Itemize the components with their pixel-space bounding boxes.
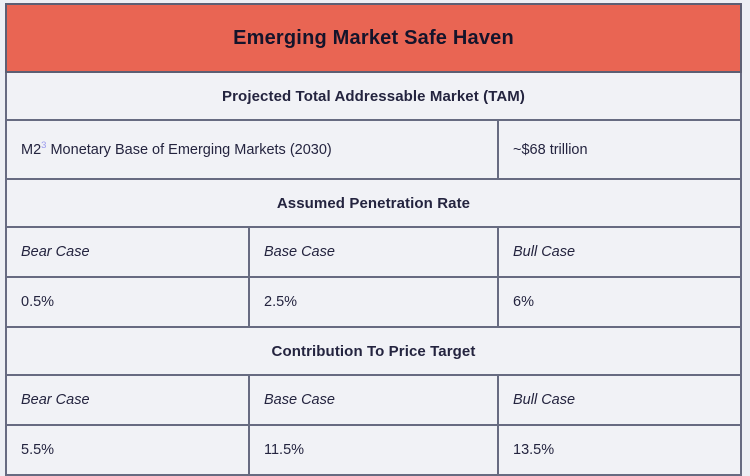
contribution-bear-value-cell: 5.5% <box>5 424 250 476</box>
penetration-case-value-row: 0.5% 2.5% 6% <box>5 276 742 328</box>
contribution-base-label: Base Case <box>264 392 335 408</box>
penetration-base-label-cell: Base Case <box>248 226 499 278</box>
tam-label-base: M2 <box>21 141 42 158</box>
tam-value-cell: ~$68 trillion <box>497 119 742 180</box>
section-heading-tam: Projected Total Addressable Market (TAM) <box>222 87 525 105</box>
footnote-reference-icon[interactable]: 3 <box>41 139 47 151</box>
tam-label-suffix: Monetary Base of Emerging Markets (2030) <box>46 141 332 158</box>
contribution-bear-label-cell: Bear Case <box>5 374 250 426</box>
penetration-bear-label-cell: Bear Case <box>5 226 250 278</box>
emerging-market-safe-haven-table: Emerging Market Safe Haven Projected Tot… <box>5 3 742 476</box>
section-header-cell-penetration: Assumed Penetration Rate <box>5 178 742 228</box>
tam-label: M23 Monetary Base of Emerging Markets (2… <box>21 139 332 158</box>
contribution-case-value-row: 5.5% 11.5% 13.5% <box>5 424 742 476</box>
tam-value: ~$68 trillion <box>513 141 588 158</box>
contribution-base-value: 11.5% <box>264 442 305 458</box>
contribution-bull-label: Bull Case <box>513 392 576 408</box>
section-heading-contribution: Contribution To Price Target <box>271 342 476 360</box>
tam-label-cell: M23 Monetary Base of Emerging Markets (2… <box>5 119 499 180</box>
penetration-bear-value: 0.5% <box>21 294 55 310</box>
penetration-bull-value-cell: 6% <box>497 276 742 328</box>
contribution-bull-value-cell: 13.5% <box>497 424 742 476</box>
contribution-case-label-row: Bear Case Base Case Bull Case <box>5 374 742 426</box>
contribution-base-label-cell: Base Case <box>248 374 499 426</box>
section-header-cell-contribution: Contribution To Price Target <box>5 326 742 376</box>
table-title: Emerging Market Safe Haven <box>233 26 514 49</box>
penetration-bull-label-cell: Bull Case <box>497 226 742 278</box>
section-header-row-penetration: Assumed Penetration Rate <box>5 178 742 228</box>
contribution-bear-label: Bear Case <box>21 392 90 408</box>
contribution-bull-label-cell: Bull Case <box>497 374 742 426</box>
penetration-base-value: 2.5% <box>264 294 298 310</box>
penetration-bull-value: 6% <box>513 294 534 310</box>
section-header-cell-tam: Projected Total Addressable Market (TAM) <box>5 71 742 121</box>
tam-value-row: M23 Monetary Base of Emerging Markets (2… <box>5 119 742 180</box>
penetration-base-value-cell: 2.5% <box>248 276 499 328</box>
penetration-case-label-row: Bear Case Base Case Bull Case <box>5 226 742 278</box>
section-header-row-tam: Projected Total Addressable Market (TAM) <box>5 71 742 121</box>
contribution-base-value-cell: 11.5% <box>248 424 499 476</box>
penetration-bear-value-cell: 0.5% <box>5 276 250 328</box>
contribution-bull-value: 13.5% <box>513 442 555 458</box>
penetration-bull-label: Bull Case <box>513 244 576 260</box>
section-heading-penetration: Assumed Penetration Rate <box>276 194 471 212</box>
table-title-row: Emerging Market Safe Haven <box>5 3 742 73</box>
table-title-cell: Emerging Market Safe Haven <box>5 3 742 73</box>
contribution-bear-value: 5.5% <box>21 442 55 458</box>
penetration-base-label: Base Case <box>264 244 335 260</box>
penetration-bear-label: Bear Case <box>21 244 90 260</box>
section-header-row-contribution: Contribution To Price Target <box>5 326 742 376</box>
